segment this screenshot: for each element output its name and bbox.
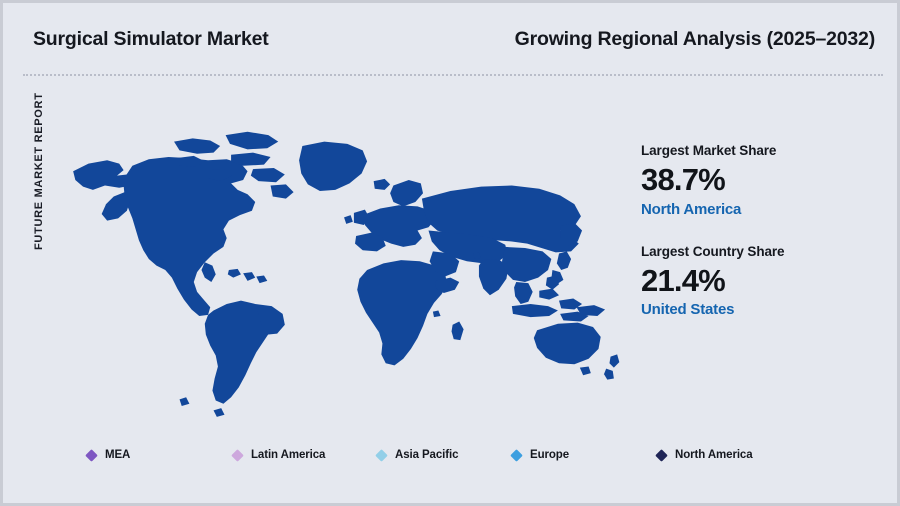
legend-marker-diamond-icon xyxy=(375,448,388,462)
landmass-path xyxy=(73,160,135,190)
legend-item-label: Latin America xyxy=(251,449,326,461)
landmass-path xyxy=(373,178,391,190)
landmass-path xyxy=(556,251,572,270)
landmass-path xyxy=(473,252,482,259)
legend-item-label: MEA xyxy=(105,449,131,461)
legend-item[interactable]: North America xyxy=(655,448,753,462)
legend-item-label: Europe xyxy=(530,449,570,461)
landmass-path xyxy=(560,222,583,246)
header: Surgical Simulator Market Growing Region… xyxy=(3,3,897,75)
header-divider xyxy=(23,74,883,76)
landmass-path xyxy=(250,167,285,183)
landmass-path xyxy=(435,277,460,293)
stat-label: Largest Market Share xyxy=(641,143,777,158)
landmass-path xyxy=(579,366,591,376)
landmass-path xyxy=(511,303,558,318)
region-legend: MEA Latin America Asia Pacific Europe North … xyxy=(85,448,817,471)
landmass-path xyxy=(204,300,271,404)
stat-label: Largest Country Share xyxy=(641,243,785,259)
landmass-path xyxy=(344,215,353,224)
landmass-path xyxy=(609,354,620,368)
stat-block-market-share: Largest Market Share 38.7% North America xyxy=(641,143,891,218)
landmass-path xyxy=(576,305,606,317)
stat-value: 38.7% xyxy=(641,162,726,197)
stat-value: 21.4% xyxy=(641,262,726,298)
landmass-path xyxy=(179,397,190,406)
legend-marker-diamond-icon xyxy=(655,448,668,462)
landmass-path xyxy=(255,303,285,335)
world-map-svg xyxy=(73,131,620,417)
landmass-path xyxy=(227,268,241,278)
landmass-path xyxy=(243,272,256,281)
landmass-path xyxy=(174,138,221,154)
stat-region: North America xyxy=(641,200,742,218)
landmass-path xyxy=(206,169,233,182)
landmass-path xyxy=(428,230,508,264)
landmass-path xyxy=(451,321,464,341)
landmass-path xyxy=(225,131,279,150)
landmass-path xyxy=(101,192,131,221)
landmass-path xyxy=(545,275,560,290)
brand-watermark-label: FUTURE MARKET REPORT xyxy=(33,92,45,250)
stat-block-country-share: Largest Country Share 21.4% United State… xyxy=(641,244,891,319)
landmass-path xyxy=(533,322,601,365)
landmass-path xyxy=(353,209,370,225)
stats-panel: Largest Market Share 38.7% North America… xyxy=(641,143,891,344)
landmass-path xyxy=(390,180,424,207)
landmass-path xyxy=(201,262,216,283)
landmass-path xyxy=(231,152,271,166)
landmass-path xyxy=(559,298,583,310)
landmass-path xyxy=(501,246,552,283)
landmass-path xyxy=(478,259,509,296)
world-map-landmasses xyxy=(73,131,620,417)
header-subtitle: Growing Regional Analysis (2025–2032) xyxy=(514,27,876,50)
landmass-path xyxy=(355,232,386,252)
landmass-path xyxy=(357,260,448,366)
legend-marker-diamond-icon xyxy=(231,448,244,462)
legend-item[interactable]: Latin America xyxy=(231,448,326,462)
landmass-path xyxy=(603,368,614,380)
page-title: Surgical Simulator Market xyxy=(33,27,269,50)
world-map xyxy=(61,89,626,429)
legend-item[interactable]: Europe xyxy=(510,448,570,462)
stat-region: United States xyxy=(641,301,735,319)
landmass-path xyxy=(270,184,294,199)
legend-item[interactable]: MEA xyxy=(85,448,131,462)
landmass-path xyxy=(213,408,225,417)
landmass-path xyxy=(514,282,533,304)
landmass-path xyxy=(429,251,460,277)
landmass-path xyxy=(539,288,560,300)
landmass-path xyxy=(299,141,368,191)
landmass-path xyxy=(176,155,205,167)
legend-marker-diamond-icon xyxy=(85,448,98,462)
brand-watermark: FUTURE MARKET REPORT xyxy=(28,60,50,250)
landmass-path xyxy=(123,157,256,317)
legend-item-label: Asia Pacific xyxy=(395,449,459,461)
legend-marker-diamond-icon xyxy=(510,448,523,462)
landmass-path xyxy=(432,310,441,318)
landmass-path xyxy=(256,275,268,284)
legend-item-label: North America xyxy=(675,449,753,461)
legend-item[interactable]: Asia Pacific xyxy=(375,448,459,462)
